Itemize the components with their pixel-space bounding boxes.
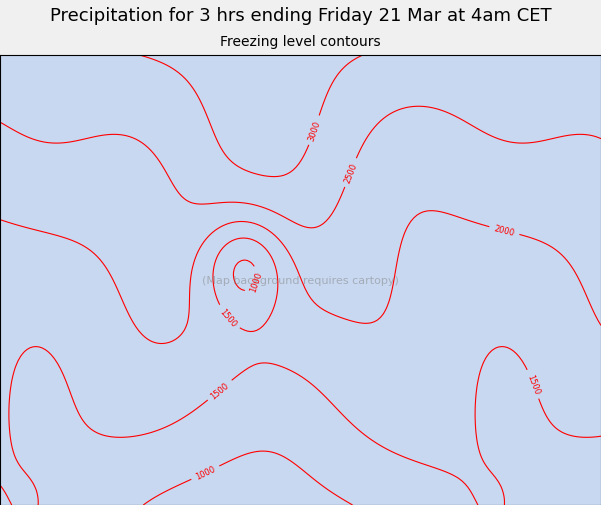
- Text: 3000: 3000: [307, 120, 322, 142]
- Text: 2500: 2500: [343, 162, 359, 185]
- Text: 1500: 1500: [209, 380, 231, 400]
- Text: 1500: 1500: [218, 307, 239, 329]
- Text: Freezing level contours: Freezing level contours: [220, 35, 381, 48]
- Text: 1000: 1000: [194, 464, 217, 481]
- Text: 1500: 1500: [525, 373, 542, 396]
- Text: 1000: 1000: [248, 270, 264, 293]
- Text: (Map background requires cartopy): (Map background requires cartopy): [202, 275, 399, 285]
- Text: 2000: 2000: [493, 224, 516, 238]
- Text: Precipitation for 3 hrs ending Friday 21 Mar at 4am CET: Precipitation for 3 hrs ending Friday 21…: [50, 7, 551, 25]
